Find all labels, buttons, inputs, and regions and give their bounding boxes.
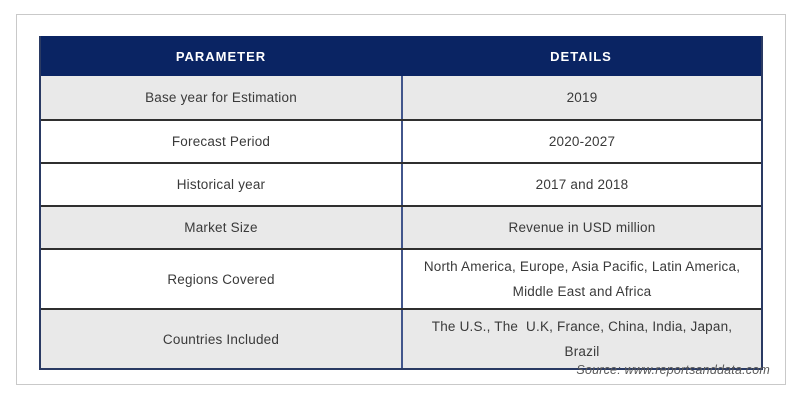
column-header-parameter: PARAMETER: [175, 48, 267, 64]
table-header-row: PARAMETER DETAILS: [41, 36, 761, 76]
parameter-details-table: PARAMETER DETAILS Base year for Estimati…: [39, 36, 763, 370]
table-row: Forecast Period 2020-2027: [41, 119, 761, 162]
table-row: Countries Included The U.S., The U.K, Fra…: [41, 308, 761, 368]
table-row: Market Size Revenue in USD million: [41, 205, 761, 248]
parameter-cell: Historical year: [176, 177, 266, 192]
parameter-cell: Forecast Period: [171, 134, 271, 149]
source-attribution: Source: www.reportsanddata.com: [576, 363, 770, 377]
details-cell: 2017 and 2018: [401, 164, 761, 205]
details-cell: 2019: [401, 76, 761, 119]
column-header-details: DETAILS: [550, 48, 612, 64]
parameter-cell: Base year for Estimation: [145, 90, 297, 105]
details-cell: 2020-2027: [401, 121, 761, 162]
parameter-cell: Market Size: [184, 220, 258, 235]
report-card: PARAMETER DETAILS Base year for Estimati…: [16, 14, 786, 385]
parameter-cell: Countries Included: [162, 331, 280, 347]
table-body: Base year for Estimation 2019 Forecast Per…: [41, 76, 761, 368]
table-row: Historical year 2017 and 2018: [41, 162, 761, 205]
details-cell: North America, Europe, Asia Pacific, Lat…: [401, 250, 761, 308]
table-row: Base year for Estimation 2019: [41, 76, 761, 119]
details-cell: The U.S., The U.K, France, China, India,…: [401, 310, 761, 368]
parameter-cell: Regions Covered: [167, 271, 275, 287]
details-cell: Revenue in USD million: [401, 207, 761, 248]
table-row: Regions Covered North America, Europe, As…: [41, 248, 761, 308]
